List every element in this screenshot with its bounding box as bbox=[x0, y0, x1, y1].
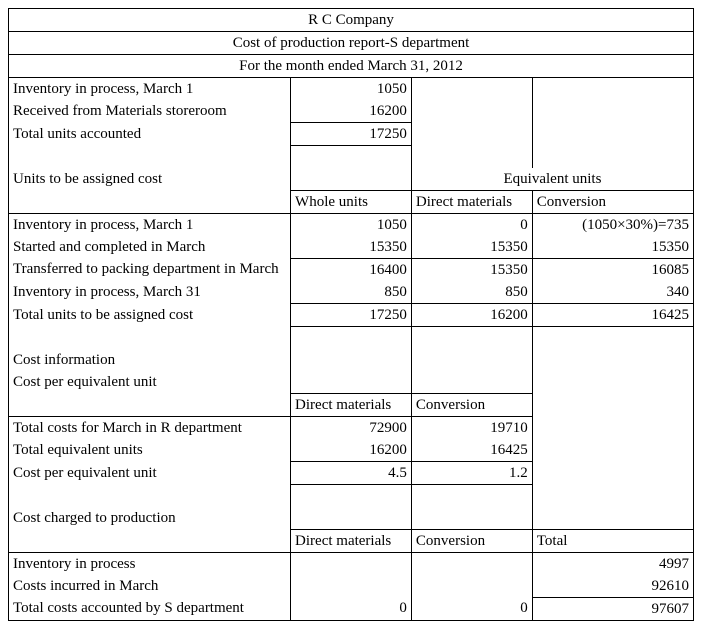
cell-conv: 15350 bbox=[532, 236, 693, 259]
col-header: Direct materials bbox=[291, 394, 412, 417]
cell-conv: 0 bbox=[411, 598, 532, 621]
row-label: Total equivalent units bbox=[9, 439, 291, 462]
cell-total: 92610 bbox=[532, 575, 693, 598]
cell-conv: 16425 bbox=[411, 439, 532, 462]
cell-whole: 17250 bbox=[291, 304, 412, 327]
cell-total: 97607 bbox=[532, 598, 693, 621]
cell-dm bbox=[291, 553, 412, 576]
col-header: Whole units bbox=[291, 191, 412, 214]
cell-conv: 16085 bbox=[532, 259, 693, 282]
row-label: Started and completed in March bbox=[9, 236, 291, 259]
row-value: 1050 bbox=[291, 78, 412, 101]
cell-dm: 15350 bbox=[411, 259, 532, 282]
report-title: Cost of production report-S department bbox=[9, 32, 694, 55]
row-label: Received from Materials storeroom bbox=[9, 100, 291, 123]
row-label: Total units to be assigned cost bbox=[9, 304, 291, 327]
cell-conv: 1.2 bbox=[411, 462, 532, 485]
col-header: Direct materials bbox=[291, 530, 412, 553]
row-label: Inventory in process, March 1 bbox=[9, 214, 291, 237]
report-period: For the month ended March 31, 2012 bbox=[9, 55, 694, 78]
row-label: Inventory in process, March 31 bbox=[9, 281, 291, 304]
production-report-table: R C Company Cost of production report-S … bbox=[8, 8, 694, 621]
cell-total: 4997 bbox=[532, 553, 693, 576]
row-label: Costs incurred in March bbox=[9, 575, 291, 598]
row-value: 17250 bbox=[291, 123, 412, 146]
col-header: Direct materials bbox=[411, 191, 532, 214]
row-label: Cost per equivalent unit bbox=[9, 462, 291, 485]
cell-whole: 850 bbox=[291, 281, 412, 304]
cell-dm: 0 bbox=[291, 598, 412, 621]
cell-conv: 340 bbox=[532, 281, 693, 304]
row-label: Total costs accounted by S department bbox=[9, 598, 291, 621]
row-label: Inventory in process bbox=[9, 553, 291, 576]
col-header: Conversion bbox=[411, 394, 532, 417]
cell-dm: 15350 bbox=[411, 236, 532, 259]
cell-dm: 16200 bbox=[291, 439, 412, 462]
col-header: Conversion bbox=[532, 191, 693, 214]
row-value: 16200 bbox=[291, 100, 412, 123]
cell-dm: 16200 bbox=[411, 304, 532, 327]
cell-conv: (1050×30%)=735 bbox=[532, 214, 693, 237]
company-name: R C Company bbox=[9, 9, 694, 32]
cell-conv: 19710 bbox=[411, 417, 532, 440]
equivalent-units-heading: Equivalent units bbox=[411, 168, 693, 191]
row-label: Total units accounted bbox=[9, 123, 291, 146]
cell-dm: 72900 bbox=[291, 417, 412, 440]
section-heading: Units to be assigned cost bbox=[9, 168, 291, 191]
cell-whole: 16400 bbox=[291, 259, 412, 282]
row-label: Inventory in process, March 1 bbox=[9, 78, 291, 101]
cell-dm: 4.5 bbox=[291, 462, 412, 485]
cell-conv: 16425 bbox=[532, 304, 693, 327]
cell-whole: 1050 bbox=[291, 214, 412, 237]
section-heading: Cost per equivalent unit bbox=[9, 371, 291, 394]
section-heading: Cost information bbox=[9, 349, 291, 371]
row-label: Total costs for March in R department bbox=[9, 417, 291, 440]
cell-dm: 850 bbox=[411, 281, 532, 304]
cell-dm: 0 bbox=[411, 214, 532, 237]
cell-conv bbox=[411, 575, 532, 598]
cell-dm bbox=[291, 575, 412, 598]
row-label: Transferred to packing department in Mar… bbox=[9, 259, 291, 282]
col-header: Conversion bbox=[411, 530, 532, 553]
cell-conv bbox=[411, 553, 532, 576]
cell-whole: 15350 bbox=[291, 236, 412, 259]
section-heading: Cost charged to production bbox=[9, 507, 291, 530]
col-header: Total bbox=[532, 530, 693, 553]
